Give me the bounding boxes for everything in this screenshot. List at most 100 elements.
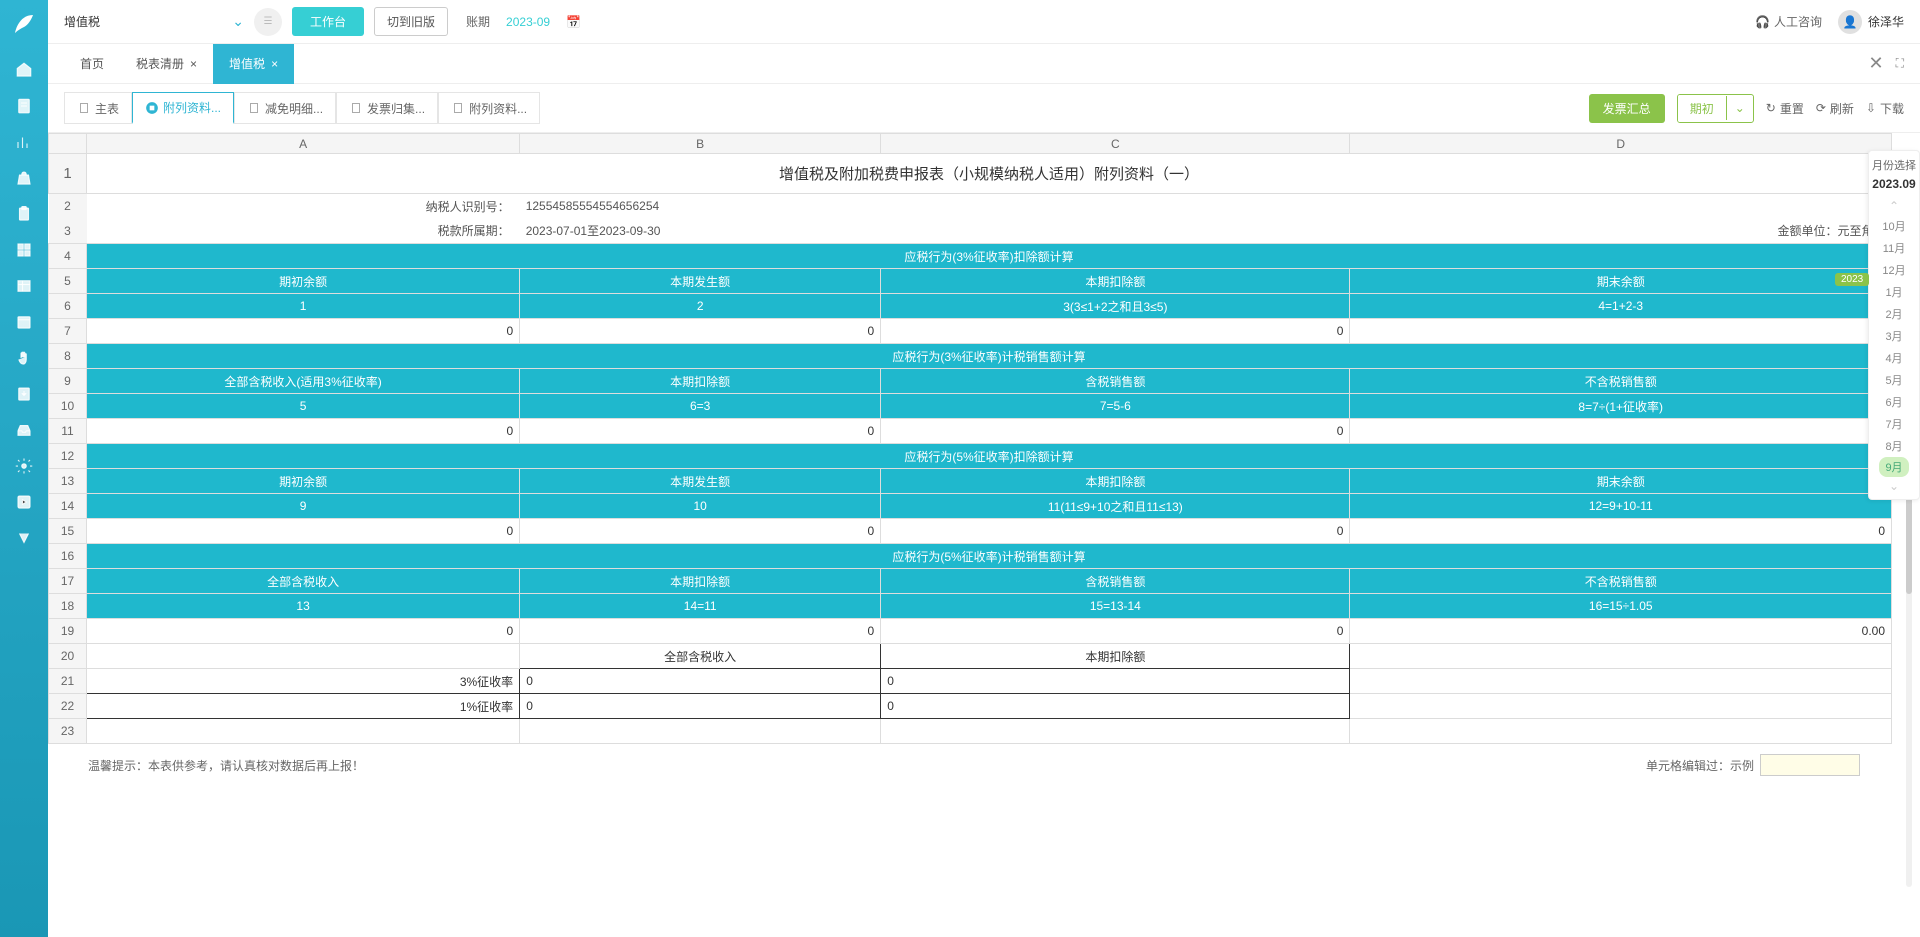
nav-tab-1[interactable]: 税表清册×: [120, 44, 213, 84]
col-label: 本期扣除额: [881, 469, 1350, 494]
month-item-11[interactable]: 9月: [1879, 457, 1908, 477]
footer-hint: 温馨提示：本表供参考，请认真核对数据后再上报！: [88, 757, 364, 774]
sub-tab-1[interactable]: 附列资料...: [132, 92, 234, 124]
month-item-10[interactable]: 8月: [1869, 435, 1919, 457]
cell-value[interactable]: 0: [87, 619, 520, 644]
sidebar-chart-icon[interactable]: [0, 124, 48, 160]
footer: 温馨提示：本表供参考，请认真核对数据后再上报！ 单元格编辑过：示例: [48, 744, 1900, 786]
consult-text: 人工咨询: [1774, 13, 1822, 30]
cell-value[interactable]: 0: [1350, 519, 1892, 544]
download-button[interactable]: ⇩下载: [1866, 100, 1904, 117]
month-up-icon[interactable]: ⌃: [1887, 197, 1901, 215]
user-icon: 👤: [1843, 15, 1858, 29]
sidebar-grid-icon[interactable]: [0, 232, 48, 268]
sub-tab-4[interactable]: 附列资料...: [438, 92, 540, 124]
note-button[interactable]: ☰: [254, 8, 282, 36]
sidebar-inbox-icon[interactable]: [0, 412, 48, 448]
taxpayer-id-label: 纳税人识别号：: [87, 194, 520, 219]
month-item-8[interactable]: 6月: [1869, 391, 1919, 413]
sidebar-settings-icon[interactable]: [0, 448, 48, 484]
period-start-button[interactable]: 期初 ⌄: [1677, 94, 1754, 123]
cell-value[interactable]: 0: [881, 619, 1350, 644]
month-item-4[interactable]: 2月: [1869, 303, 1919, 325]
cell-value[interactable]: 0: [881, 419, 1350, 444]
month-item-1[interactable]: 11月: [1869, 237, 1919, 259]
sub-tab-label: 主表: [95, 100, 119, 117]
month-item-7[interactable]: 5月: [1869, 369, 1919, 391]
empty-cell[interactable]: [1350, 719, 1892, 744]
sub-tab-label: 减免明细...: [265, 100, 323, 117]
col-label: 含税销售额: [881, 369, 1350, 394]
sidebar-export-icon[interactable]: [0, 376, 48, 412]
sub-tab-3[interactable]: 发票归集...: [336, 92, 438, 124]
month-item-6[interactable]: 4月: [1869, 347, 1919, 369]
sidebar-v-icon[interactable]: [0, 520, 48, 556]
row-header: 22: [49, 694, 87, 719]
switch-old-button[interactable]: 切到旧版: [374, 7, 448, 36]
doc-icon: [145, 101, 159, 115]
sidebar-table-icon[interactable]: [0, 268, 48, 304]
cell-value[interactable]: 0: [520, 619, 881, 644]
col-label: 全部含税收入: [87, 569, 520, 594]
close-icon[interactable]: ×: [271, 57, 278, 71]
row-header: 12: [49, 444, 87, 469]
sub-table-header: 全部含税收入: [520, 644, 881, 669]
cell-value[interactable]: 0: [87, 319, 520, 344]
fullscreen-icon[interactable]: ⛶: [1896, 56, 1904, 71]
refresh-icon: ⟳: [1816, 101, 1826, 115]
sub-tab-label: 发票归集...: [367, 100, 425, 117]
month-item-2[interactable]: 12月: [1869, 259, 1919, 281]
sidebar-clipboard-icon[interactable]: [0, 196, 48, 232]
cell-value[interactable]: 0: [881, 519, 1350, 544]
sidebar-hand-icon[interactable]: [0, 340, 48, 376]
refresh-button[interactable]: ⟳刷新: [1816, 100, 1854, 117]
cell-value[interactable]: 0: [520, 519, 881, 544]
consult-link[interactable]: 🎧 人工咨询: [1755, 13, 1822, 30]
empty-cell[interactable]: [520, 719, 881, 744]
avatar[interactable]: 👤: [1838, 10, 1862, 34]
sidebar-play-icon[interactable]: [0, 484, 48, 520]
nav-tab-2[interactable]: 增值税 ×: [213, 44, 294, 84]
col-num: 4=1+2-3: [1350, 294, 1892, 319]
calendar-icon[interactable]: 📅: [566, 15, 581, 29]
month-item-9[interactable]: 7月: [1869, 413, 1919, 435]
sidebar-home-icon[interactable]: [0, 52, 48, 88]
reset-button[interactable]: ↻重置: [1766, 100, 1804, 117]
sub-table-value[interactable]: 0: [881, 694, 1350, 719]
nav-tab-label: 增值税: [229, 55, 265, 72]
close-all-tabs[interactable]: ✕: [1869, 53, 1884, 74]
sub-tab-2[interactable]: 减免明细...: [234, 92, 336, 124]
user-name: 徐泽华: [1868, 13, 1904, 30]
cell-value[interactable]: 0: [520, 319, 881, 344]
month-panel-current: 2023.09: [1872, 175, 1915, 197]
row-header: 15: [49, 519, 87, 544]
month-down-icon[interactable]: ⌄: [1887, 477, 1901, 495]
tax-period-label: 税款所属期：: [87, 219, 520, 244]
month-item-5[interactable]: 3月: [1869, 325, 1919, 347]
tax-type-selector[interactable]: 增值税 ⌄: [64, 13, 244, 30]
workbench-button[interactable]: 工作台: [292, 7, 364, 36]
sidebar-doc-icon[interactable]: [0, 88, 48, 124]
empty-cell[interactable]: [87, 719, 520, 744]
nav-tab-0[interactable]: 首页: [64, 44, 120, 84]
col-label: 本期扣除额: [520, 569, 881, 594]
empty-cell[interactable]: [881, 719, 1350, 744]
month-item-0[interactable]: 10月: [1869, 215, 1919, 237]
cell-value[interactable]: 0: [881, 319, 1350, 344]
sidebar-calendar-icon[interactable]: [0, 304, 48, 340]
cell-value[interactable]: 0: [87, 419, 520, 444]
month-item-3[interactable]: 1月: [1869, 281, 1919, 303]
sub-table-value[interactable]: 0: [520, 669, 881, 694]
cell-value[interactable]: 0: [1350, 419, 1892, 444]
spreadsheet[interactable]: ABCD1增值税及附加税费申报表（小规模纳税人适用）附列资料（一）2纳税人识别号…: [48, 133, 1892, 744]
close-icon[interactable]: ×: [190, 57, 197, 71]
sub-table-value[interactable]: 0: [520, 694, 881, 719]
cell-value[interactable]: 0: [1350, 319, 1892, 344]
cell-value[interactable]: 0: [520, 419, 881, 444]
sidebar-bag-icon[interactable]: [0, 160, 48, 196]
sub-tab-0[interactable]: 主表: [64, 92, 132, 124]
invoice-summary-button[interactable]: 发票汇总: [1589, 94, 1665, 123]
cell-value[interactable]: 0: [87, 519, 520, 544]
cell-value[interactable]: 0.00: [1350, 619, 1892, 644]
sub-table-value[interactable]: 0: [881, 669, 1350, 694]
